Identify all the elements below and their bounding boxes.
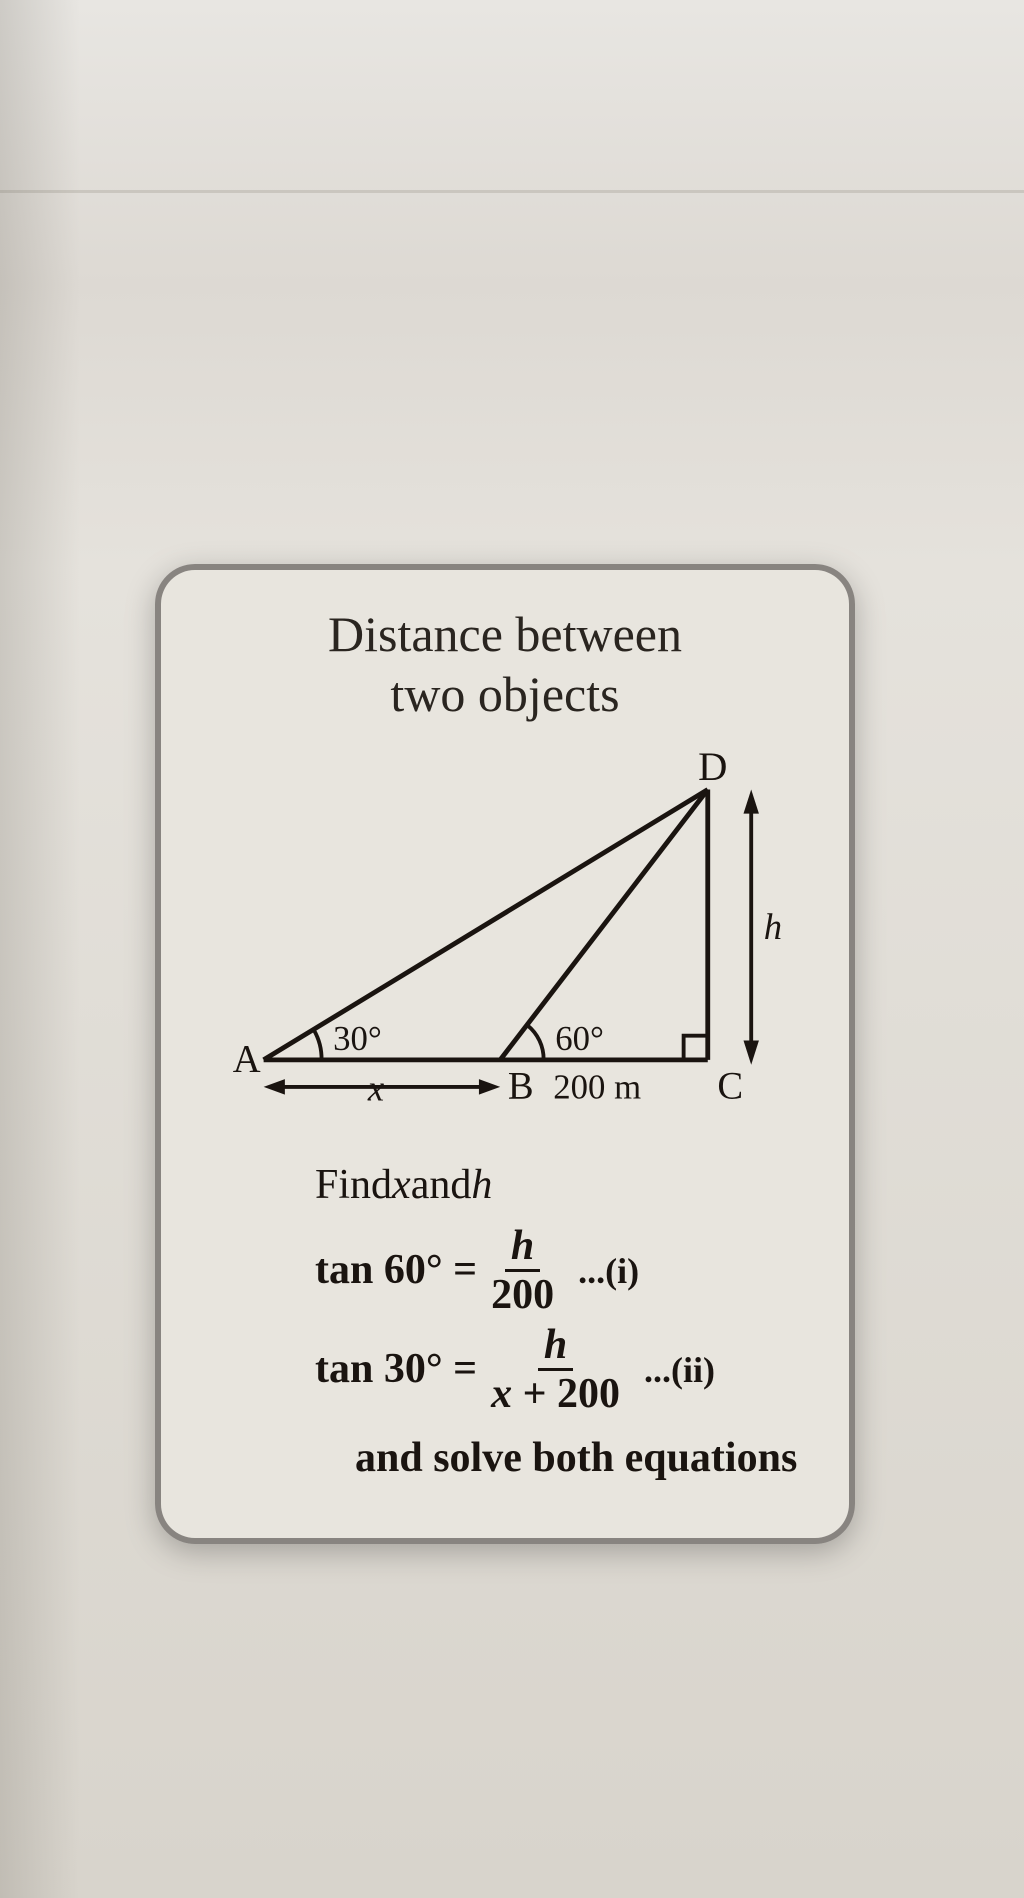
equation-1: tan 60° = h 200 ...(i) bbox=[315, 1225, 805, 1316]
line-bd bbox=[500, 790, 708, 1060]
eq1-denominator: 200 bbox=[485, 1272, 560, 1316]
arrow-up-icon bbox=[743, 790, 758, 814]
find-var-x: x bbox=[392, 1154, 411, 1217]
hypotenuse-ad bbox=[264, 790, 708, 1060]
bc-segment-label: 200 m bbox=[553, 1067, 641, 1106]
solve-instruction: and solve both equations bbox=[315, 1427, 805, 1490]
title-line-1: Distance between bbox=[328, 606, 682, 662]
angle-b-label: 60° bbox=[555, 1019, 604, 1058]
find-prefix: Find bbox=[315, 1154, 392, 1217]
eq2-denominator: x + 200 bbox=[485, 1371, 626, 1415]
eq2-den-rest: + 200 bbox=[512, 1371, 620, 1417]
eq2-reference: ...(ii) bbox=[644, 1343, 715, 1397]
right-angle-marker bbox=[684, 1036, 708, 1060]
equation-2: tan 30° = h x + 200 ...(ii) bbox=[315, 1324, 805, 1415]
eq2-numerator: h bbox=[538, 1324, 573, 1371]
find-var-h: h bbox=[471, 1154, 492, 1217]
find-line: Find x and h bbox=[315, 1154, 805, 1217]
eq2-fraction: h x + 200 bbox=[485, 1324, 626, 1415]
page-divider bbox=[0, 190, 1024, 193]
eq1-numerator: h bbox=[505, 1225, 540, 1272]
eq1-reference: ...(i) bbox=[578, 1244, 639, 1298]
page-edge-shadow bbox=[0, 0, 80, 1898]
problem-card: Distance between two objects bbox=[155, 564, 855, 1544]
eq1-lhs: tan 60° = bbox=[315, 1239, 477, 1302]
equations-block: Find x and h tan 60° = h 200 ...(i) tan … bbox=[205, 1154, 805, 1490]
vertex-c-label: C bbox=[717, 1065, 743, 1107]
angle-arc-a bbox=[314, 1030, 322, 1060]
triangle-diagram: A B C D 30° 60° x 200 m h bbox=[225, 744, 785, 1144]
angle-arc-b bbox=[527, 1025, 543, 1060]
title-line-2: two objects bbox=[390, 666, 619, 722]
vertex-a-label: A bbox=[233, 1038, 261, 1080]
arrow-down-icon bbox=[743, 1041, 758, 1065]
eq1-fraction: h 200 bbox=[485, 1225, 560, 1316]
eq2-lhs: tan 30° = bbox=[315, 1338, 477, 1401]
vertex-b-label: B bbox=[508, 1065, 534, 1107]
diagram-svg: A B C D 30° 60° x 200 m h bbox=[225, 744, 785, 1144]
find-mid: and bbox=[411, 1154, 472, 1217]
h-segment-label: h bbox=[764, 906, 782, 947]
card-title: Distance between two objects bbox=[205, 604, 805, 724]
x-segment-label: x bbox=[367, 1067, 385, 1108]
angle-a-label: 30° bbox=[333, 1019, 382, 1058]
eq2-den-x: x bbox=[491, 1371, 512, 1417]
vertex-d-label: D bbox=[698, 744, 727, 789]
arrow-right-icon bbox=[479, 1079, 500, 1094]
arrow-left-icon bbox=[264, 1079, 285, 1094]
